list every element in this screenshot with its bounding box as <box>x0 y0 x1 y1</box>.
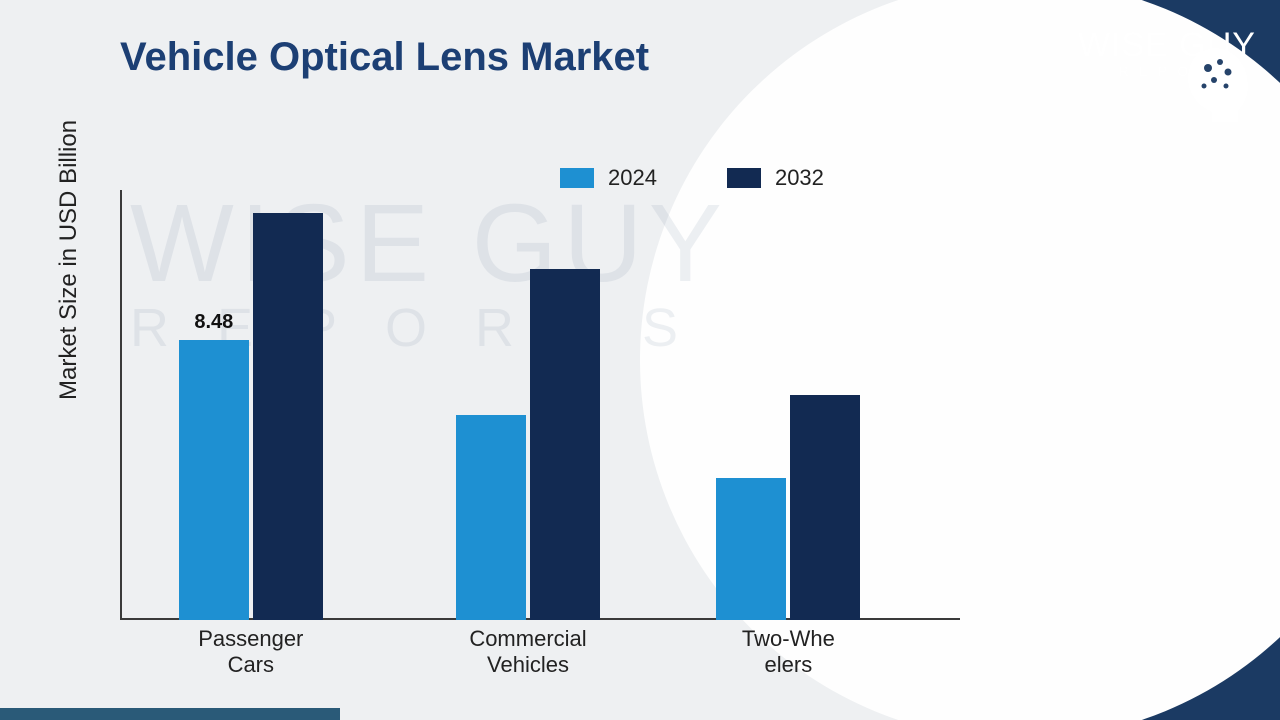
legend-item-2024: 2024 <box>560 165 657 191</box>
chart-title: Vehicle Optical Lens Market <box>120 35 649 80</box>
bar-value-label: 8.48 <box>179 311 249 334</box>
bar-group: Two-Wheelers <box>716 190 860 620</box>
category-label: Two-Wheelers <box>703 620 873 679</box>
bottom-accent-bar <box>0 708 340 720</box>
legend-item-2032: 2032 <box>727 165 824 191</box>
bar-group: 8.48PassengerCars <box>179 190 323 620</box>
legend-swatch-2032 <box>727 168 761 188</box>
bar-group: CommercialVehicles <box>456 190 600 620</box>
bar <box>530 269 600 620</box>
bar <box>253 213 323 620</box>
bar <box>456 415 526 620</box>
category-label: CommercialVehicles <box>443 620 613 679</box>
legend-label-2024: 2024 <box>608 165 657 191</box>
brand-head-icon <box>1182 46 1252 126</box>
y-axis-line <box>120 190 122 620</box>
bar <box>716 478 786 620</box>
plot-area: 8.48PassengerCars CommercialVehicles Two-W… <box>120 190 960 620</box>
chart-canvas: WISE GUY REPORTS WISE GUY REPORTS Vehicl… <box>0 0 1280 720</box>
brand-block: WISE GUY REPORTS <box>1078 26 1256 79</box>
bar <box>179 340 249 620</box>
legend-swatch-2024 <box>560 168 594 188</box>
bar <box>790 395 860 620</box>
y-axis-label: Market Size in USD Billion <box>55 120 83 400</box>
category-label: PassengerCars <box>166 620 336 679</box>
legend-label-2032: 2032 <box>775 165 824 191</box>
legend: 2024 2032 <box>560 165 824 191</box>
